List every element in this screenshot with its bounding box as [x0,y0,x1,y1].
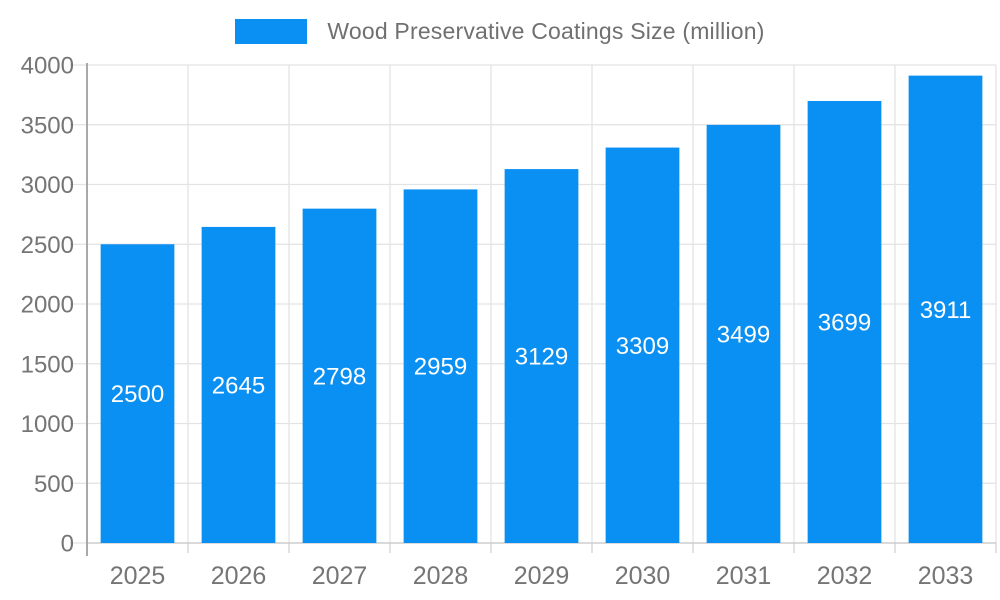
bar-2031[interactable] [706,124,781,543]
bar-2028[interactable] [403,189,478,543]
bar-value-label: 3699 [818,309,871,336]
bar-value-label: 2500 [111,381,164,408]
y-tick-label: 1000 [21,411,74,438]
bar-2025[interactable] [100,244,175,543]
legend-swatch [235,19,308,44]
bar-value-label: 2645 [212,372,265,399]
x-tick-label: 2033 [918,562,974,590]
x-tick-label: 2026 [211,562,267,590]
x-tick-label: 2028 [413,562,469,590]
y-tick-label: 500 [34,471,74,498]
y-tick-label: 2000 [21,292,74,319]
y-tick-label: 1500 [21,351,74,378]
bar-value-label: 3911 [920,297,972,324]
x-tick-label: 2029 [514,562,570,590]
legend-label: Wood Preservative Coatings Size (million… [327,18,765,44]
bar-value-label: 2798 [313,363,366,390]
bar-2029[interactable] [504,169,579,543]
bar-value-label: 3309 [616,333,669,360]
legend[interactable]: Wood Preservative Coatings Size (million… [0,18,1000,45]
bar-2026[interactable] [201,226,276,544]
y-tick-label: 2500 [21,232,74,259]
y-tick-label: 0 [61,531,74,558]
y-tick-label: 3000 [21,172,74,199]
x-tick-label: 2025 [110,562,166,590]
bar-value-label: 2959 [414,354,467,381]
bar-value-label: 3129 [515,344,568,371]
bar-2027[interactable] [302,208,377,543]
bar-value-label: 3499 [717,321,770,348]
x-tick-label: 2031 [716,562,772,590]
x-tick-label: 2032 [817,562,873,590]
x-tick-label: 2027 [312,562,368,590]
y-tick-label: 4000 [21,53,74,80]
x-tick-label: 2030 [615,562,671,590]
y-tick-label: 3500 [21,112,74,139]
bar-2032[interactable] [807,100,882,544]
bar-2033[interactable] [908,75,983,543]
bar-2030[interactable] [605,147,680,543]
